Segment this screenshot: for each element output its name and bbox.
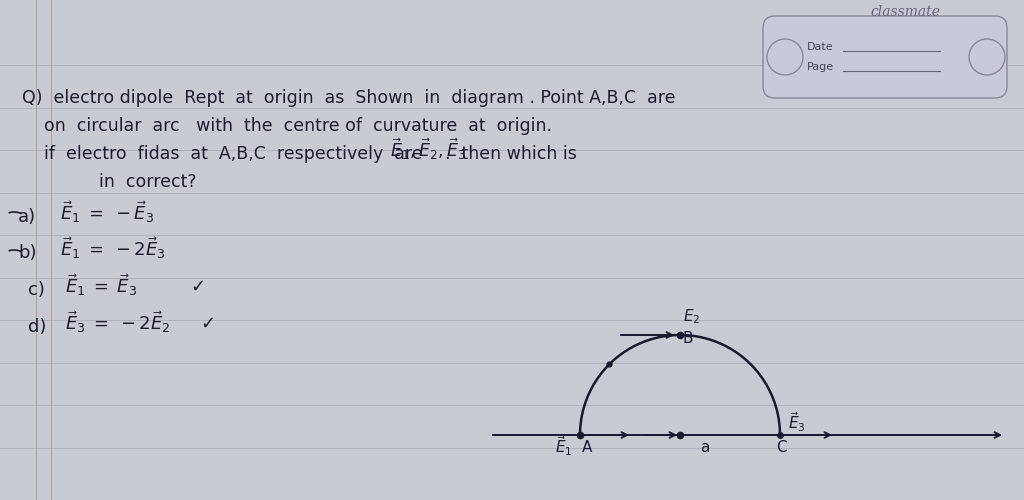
Text: A: A xyxy=(582,440,592,455)
Text: $E_2$: $E_2$ xyxy=(683,307,700,326)
Text: B: B xyxy=(683,331,693,346)
Text: $\vec{E}_1, \vec{E}_2, \vec{E}_3$: $\vec{E}_1, \vec{E}_2, \vec{E}_3$ xyxy=(390,136,467,162)
Text: d): d) xyxy=(28,318,46,336)
Text: $\vec{E}_3$: $\vec{E}_3$ xyxy=(788,410,806,434)
Text: Page: Page xyxy=(807,62,835,72)
Text: on  circular  arc   with  the  centre of  curvature  at  origin.: on circular arc with the centre of curva… xyxy=(22,117,552,135)
FancyBboxPatch shape xyxy=(763,16,1007,98)
Text: in  correct?: in correct? xyxy=(22,173,197,191)
Text: Date: Date xyxy=(807,42,834,52)
Text: a: a xyxy=(700,440,710,455)
Text: $\vec{E}_1$: $\vec{E}_1$ xyxy=(555,434,572,458)
Text: $\vec{E}_1 \;=\; \vec{E}_3$: $\vec{E}_1 \;=\; \vec{E}_3$ xyxy=(65,272,137,298)
Text: .  then which is: . then which is xyxy=(445,145,577,163)
Text: c): c) xyxy=(28,281,45,299)
Text: $\vec{E}_3 \;=\; -2\vec{E}_2$: $\vec{E}_3 \;=\; -2\vec{E}_2$ xyxy=(65,309,171,335)
Text: $\checkmark$: $\checkmark$ xyxy=(190,277,204,295)
Text: classmate: classmate xyxy=(870,5,940,19)
Text: $\vec{E}_1 \;=\; -\vec{E}_3$: $\vec{E}_1 \;=\; -\vec{E}_3$ xyxy=(60,199,155,225)
Text: Q)  electro dipole  Rept  at  origin  as  Shown  in  diagram . Point A,B,C  are: Q) electro dipole Rept at origin as Show… xyxy=(22,89,676,107)
Text: $\vec{E}_1 \;=\; -2\vec{E}_3$: $\vec{E}_1 \;=\; -2\vec{E}_3$ xyxy=(60,235,166,261)
Text: C: C xyxy=(776,440,786,455)
Text: b): b) xyxy=(18,244,37,262)
Text: if  electro  fidas  at  A,B,C  respectively  are: if electro fidas at A,B,C respectively a… xyxy=(22,145,423,163)
Text: $\checkmark$: $\checkmark$ xyxy=(200,314,214,332)
Text: a): a) xyxy=(18,208,36,226)
